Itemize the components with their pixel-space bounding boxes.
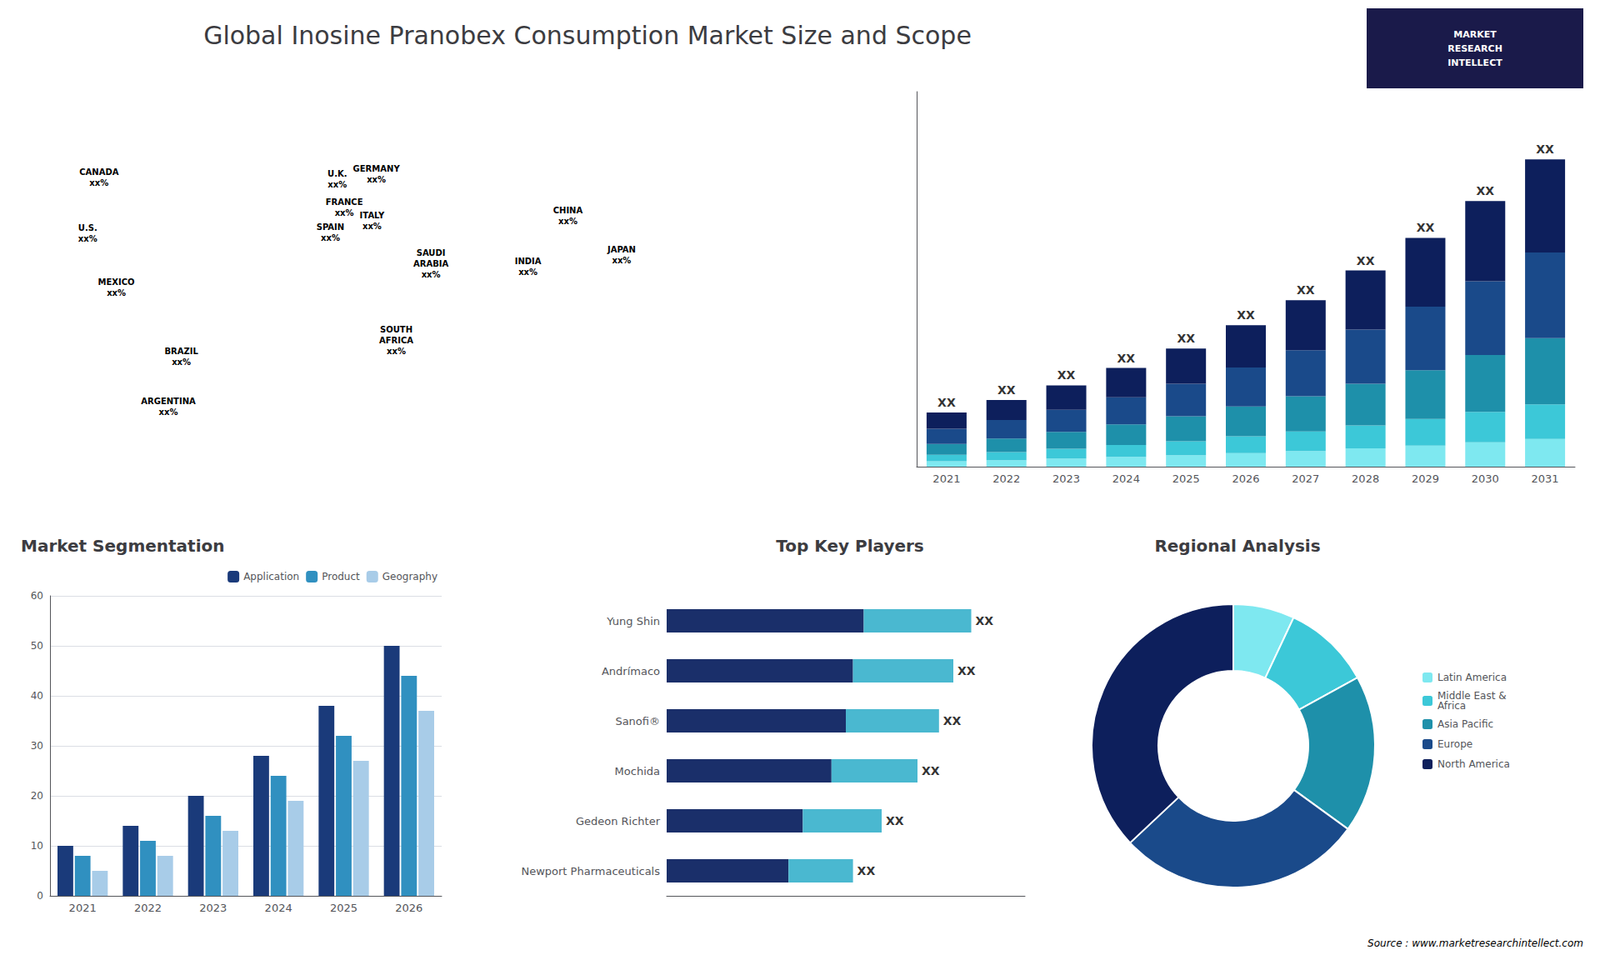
svg-text:INDIA: INDIA xyxy=(515,256,542,266)
svg-text:SAUDI: SAUDI xyxy=(416,248,446,258)
svg-text:2024: 2024 xyxy=(265,901,293,915)
svg-text:2025: 2025 xyxy=(330,901,358,915)
svg-text:Regional Analysis: Regional Analysis xyxy=(1154,535,1320,556)
svg-text:40: 40 xyxy=(30,690,44,702)
svg-text:MARKET: MARKET xyxy=(1453,29,1497,40)
svg-text:ARABIA: ARABIA xyxy=(413,259,450,269)
svg-text:Andrímaco: Andrímaco xyxy=(601,665,660,678)
svg-text:xx%: xx% xyxy=(327,180,347,190)
svg-text:Market Segmentation: Market Segmentation xyxy=(20,535,225,556)
svg-text:xx%: xx% xyxy=(366,175,386,185)
svg-text:JAPAN: JAPAN xyxy=(606,245,636,255)
svg-text:XX: XX xyxy=(1475,184,1495,198)
svg-text:AFRICA: AFRICA xyxy=(379,335,414,345)
svg-text:xx%: xx% xyxy=(159,407,179,417)
svg-text:Newport Pharmaceuticals: Newport Pharmaceuticals xyxy=(520,865,660,878)
svg-text:Sanofi®: Sanofi® xyxy=(615,715,660,728)
svg-text:20: 20 xyxy=(30,790,44,802)
svg-text:XX: XX xyxy=(975,614,995,628)
svg-text:2025: 2025 xyxy=(1172,472,1200,485)
svg-text:xx%: xx% xyxy=(78,234,98,244)
svg-text:2030: 2030 xyxy=(1471,472,1500,485)
svg-text:Yung Shin: Yung Shin xyxy=(605,615,660,628)
svg-text:30: 30 xyxy=(30,740,44,752)
svg-text:XX: XX xyxy=(1057,368,1076,382)
svg-text:xx%: xx% xyxy=(611,255,631,265)
svg-text:XX: XX xyxy=(1356,254,1375,268)
svg-text:BRAZIL: BRAZIL xyxy=(164,346,199,356)
svg-text:XX: XX xyxy=(921,764,940,778)
svg-text:XX: XX xyxy=(1416,220,1435,235)
svg-text:Product: Product xyxy=(321,570,360,583)
svg-text:Top Key Players: Top Key Players xyxy=(775,535,924,556)
svg-text:2023: 2023 xyxy=(199,901,227,915)
svg-text:2021: 2021 xyxy=(932,472,960,485)
svg-text:ITALY: ITALY xyxy=(360,210,385,220)
svg-text:xx%: xx% xyxy=(421,270,441,280)
svg-text:Application: Application xyxy=(243,570,300,583)
svg-text:MEXICO: MEXICO xyxy=(98,277,135,287)
svg-text:Global Inosine Pranobex Consum: Global Inosine Pranobex Consumption Mark… xyxy=(203,20,972,50)
svg-text:2031: 2031 xyxy=(1531,472,1560,485)
svg-text:Mochida: Mochida xyxy=(615,765,660,778)
svg-text:XX: XX xyxy=(937,395,956,410)
svg-text:CHINA: CHINA xyxy=(553,205,584,215)
svg-text:2027: 2027 xyxy=(1291,472,1320,485)
svg-text:CANADA: CANADA xyxy=(79,167,119,177)
svg-text:0: 0 xyxy=(36,890,44,902)
svg-text:Source : www.marketresearchint: Source : www.marketresearchintellect.com xyxy=(1367,937,1584,950)
svg-text:XX: XX xyxy=(943,714,962,728)
svg-text:ARGENTINA: ARGENTINA xyxy=(140,396,196,406)
svg-text:INTELLECT: INTELLECT xyxy=(1447,57,1503,69)
svg-text:RESEARCH: RESEARCH xyxy=(1447,43,1503,55)
svg-text:xx%: xx% xyxy=(89,178,109,188)
svg-text:XX: XX xyxy=(1117,351,1136,365)
svg-text:XX: XX xyxy=(1176,331,1195,345)
svg-text:SOUTH: SOUTH xyxy=(380,325,413,335)
svg-text:xx%: xx% xyxy=(320,233,340,243)
svg-text:xx%: xx% xyxy=(558,216,578,226)
svg-text:2026: 2026 xyxy=(395,901,423,915)
svg-text:Latin America: Latin America xyxy=(1437,671,1507,684)
svg-text:2026: 2026 xyxy=(1231,472,1260,485)
svg-text:xx%: xx% xyxy=(386,346,406,356)
svg-text:U.S.: U.S. xyxy=(78,223,98,233)
svg-text:SPAIN: SPAIN xyxy=(316,222,345,232)
svg-text:xx%: xx% xyxy=(362,221,382,231)
svg-text:XX: XX xyxy=(1535,142,1555,156)
svg-text:XX: XX xyxy=(957,664,976,678)
svg-text:XX: XX xyxy=(997,383,1016,397)
svg-text:2022: 2022 xyxy=(992,472,1020,485)
svg-text:2021: 2021 xyxy=(69,901,97,915)
svg-text:Gedeon Richter: Gedeon Richter xyxy=(575,815,661,828)
svg-text:XX: XX xyxy=(1296,283,1315,297)
svg-text:FRANCE: FRANCE xyxy=(325,197,364,207)
svg-text:U.K.: U.K. xyxy=(327,169,347,179)
svg-text:xx%: xx% xyxy=(106,288,126,298)
svg-text:North America: North America xyxy=(1437,758,1510,770)
svg-text:xx%: xx% xyxy=(171,357,191,367)
svg-text:10: 10 xyxy=(30,840,44,852)
svg-text:XX: XX xyxy=(1236,308,1255,322)
svg-text:XX: XX xyxy=(885,814,905,828)
svg-text:2022: 2022 xyxy=(134,901,162,915)
svg-text:50: 50 xyxy=(30,640,44,652)
svg-text:2029: 2029 xyxy=(1411,472,1440,485)
svg-text:2028: 2028 xyxy=(1351,472,1380,485)
svg-text:2023: 2023 xyxy=(1052,472,1080,485)
svg-text:Middle East &: Middle East & xyxy=(1437,690,1507,702)
svg-text:Geography: Geography xyxy=(382,570,438,583)
svg-text:Asia Pacific: Asia Pacific xyxy=(1437,718,1494,730)
svg-text:Europe: Europe xyxy=(1437,738,1473,750)
svg-text:GERMANY: GERMANY xyxy=(353,164,401,174)
svg-text:60: 60 xyxy=(30,590,44,602)
svg-text:xx%: xx% xyxy=(518,267,538,277)
svg-text:xx%: xx% xyxy=(335,208,355,218)
svg-text:Africa: Africa xyxy=(1437,700,1466,712)
svg-text:2024: 2024 xyxy=(1112,472,1140,485)
svg-text:XX: XX xyxy=(857,864,876,878)
